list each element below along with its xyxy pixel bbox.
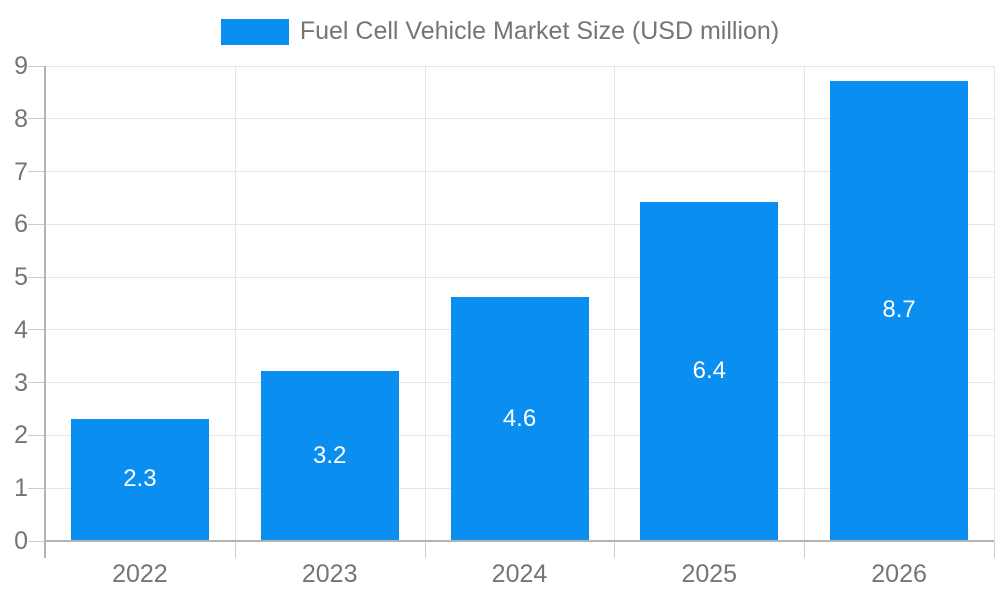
- x-tick: [614, 541, 616, 558]
- gridline-v: [804, 66, 806, 541]
- legend-swatch: [220, 18, 289, 45]
- y-axis-label: 8: [14, 104, 28, 133]
- y-axis-label: 4: [14, 315, 28, 344]
- y-tick: [28, 434, 45, 436]
- x-axis-label-2025: 2025: [681, 560, 738, 588]
- y-tick: [28, 540, 45, 542]
- bar-2022[interactable]: 2.3: [70, 418, 209, 540]
- gridline-h: [45, 276, 994, 278]
- gridline-v: [234, 66, 236, 541]
- x-axis-line: [45, 540, 994, 542]
- x-axis-label-2026: 2026: [871, 560, 927, 588]
- x-axis-label-2022: 2022: [112, 560, 168, 588]
- bar-value-label: 8.7: [882, 296, 916, 324]
- legend-label: Fuel Cell Vehicle Market Size (USD milli…: [299, 17, 780, 45]
- gridline-h: [45, 223, 994, 225]
- bar-2023[interactable]: 3.2: [260, 371, 399, 540]
- y-tick: [28, 276, 45, 278]
- y-tick: [28, 223, 45, 225]
- y-tick: [28, 65, 45, 67]
- y-axis-label: 0: [14, 527, 28, 555]
- bar-value-label: 3.2: [313, 441, 347, 469]
- gridline-h: [45, 65, 994, 67]
- gridline-v: [614, 66, 616, 541]
- gridline-v: [994, 66, 995, 541]
- y-tick: [28, 329, 45, 331]
- y-tick: [28, 382, 45, 384]
- y-axis-label: 9: [14, 52, 28, 80]
- bar-2026[interactable]: 8.7: [830, 80, 969, 540]
- gridline-h: [45, 118, 994, 120]
- y-tick: [28, 171, 45, 173]
- x-axis-label-2024: 2024: [491, 560, 548, 588]
- bar-value-label: 2.3: [123, 465, 157, 493]
- y-axis-label: 1: [14, 474, 28, 503]
- bar-2025[interactable]: 6.4: [640, 202, 779, 540]
- x-tick: [424, 541, 426, 558]
- gridline-h: [45, 171, 994, 173]
- bar-2024[interactable]: 4.6: [450, 297, 589, 540]
- x-axis-label-2023: 2023: [301, 560, 358, 588]
- y-axis-label: 5: [14, 263, 28, 292]
- bar-value-label: 6.4: [692, 357, 726, 385]
- y-axis-label: 7: [14, 157, 28, 186]
- y-axis-label: 3: [14, 368, 28, 397]
- bar-value-label: 4.6: [502, 404, 537, 432]
- x-tick: [234, 541, 236, 558]
- y-tick: [28, 487, 45, 489]
- y-tick: [28, 118, 45, 120]
- gridline-v: [424, 66, 426, 541]
- x-tick: [994, 541, 995, 558]
- x-tick: [804, 541, 806, 558]
- legend[interactable]: Fuel Cell Vehicle Market Size (USD milli…: [0, 17, 1000, 46]
- y-axis-line: [44, 66, 46, 558]
- y-axis-label: 6: [14, 210, 28, 239]
- y-axis-label: 2: [14, 421, 28, 450]
